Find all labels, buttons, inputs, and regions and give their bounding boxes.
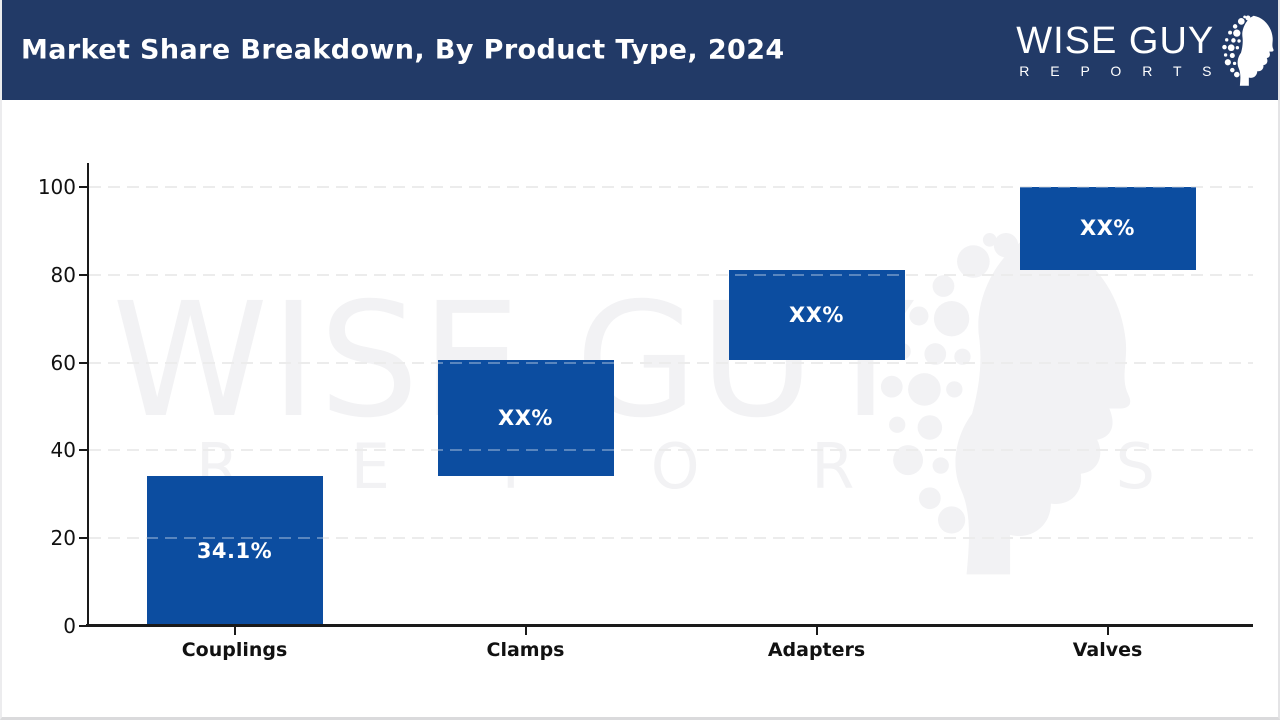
bar-couplings: 34.1%	[146, 476, 323, 626]
watermark-face-icon	[870, 226, 1142, 580]
x-tick-adapters	[815, 627, 818, 635]
bar-adapters: XX%	[728, 269, 905, 361]
x-category-label: Couplings	[181, 639, 288, 661]
x-axis-line	[86, 624, 1253, 627]
y-tick-0	[79, 625, 88, 627]
x-category-label: Clamps	[486, 639, 565, 661]
y-tick-label: 40	[50, 438, 76, 463]
y-tick-100	[79, 186, 88, 188]
y-tick-60	[79, 361, 88, 364]
gridline-100	[89, 186, 1253, 188]
gridline-overlay-100	[89, 186, 1253, 188]
wiseguy-logo: WISE GUY R E P O R T S	[1016, 6, 1276, 94]
bar-valves: XX%	[1019, 187, 1196, 270]
gridline-overlay-80	[89, 273, 1253, 276]
bar-value-label: XX%	[789, 302, 844, 327]
y-tick-label: 20	[50, 526, 76, 551]
y-tick-label: 0	[63, 614, 76, 638]
gridline-20	[89, 537, 1253, 540]
x-tick-valves	[1106, 627, 1109, 635]
page-title: Market Share Breakdown, By Product Type,…	[21, 34, 785, 66]
wiseguy-logo-text: WISE GUY R E P O R T S	[1016, 22, 1220, 79]
y-tick-40	[79, 449, 88, 452]
y-tick-label: 100	[37, 175, 76, 199]
bar-value-label: XX%	[1080, 216, 1135, 241]
gridline-overlay-40	[89, 449, 1253, 452]
bar-clamps: XX%	[437, 360, 614, 477]
gridline-overlay-60	[89, 361, 1253, 364]
gridline-40	[89, 449, 1253, 452]
gridline-80	[89, 273, 1253, 276]
y-tick-20	[79, 537, 88, 540]
gridline-overlay-20	[89, 537, 1253, 540]
y-tick-label: 80	[50, 262, 76, 287]
x-tick-couplings	[233, 627, 236, 635]
bar-value-label: XX%	[498, 406, 553, 431]
y-axis-line	[87, 163, 89, 627]
header-bar: Market Share Breakdown, By Product Type,…	[0, 0, 1280, 100]
logo-subtitle: R E P O R T S	[1019, 62, 1220, 79]
logo-wordmark: WISE GUY	[1016, 19, 1215, 62]
x-category-label: Adapters	[767, 639, 866, 661]
wiseguy-face-icon	[1220, 14, 1276, 87]
gridline-60	[89, 361, 1253, 364]
x-tick-clamps	[524, 627, 527, 635]
y-tick-label: 60	[50, 350, 76, 375]
chart-area: WISE GUY R E P O R T S 02040608010034.1%…	[0, 100, 1280, 720]
bar-value-label: 34.1%	[196, 539, 273, 564]
x-category-label: Valves	[1072, 639, 1143, 661]
y-tick-80	[79, 273, 88, 276]
